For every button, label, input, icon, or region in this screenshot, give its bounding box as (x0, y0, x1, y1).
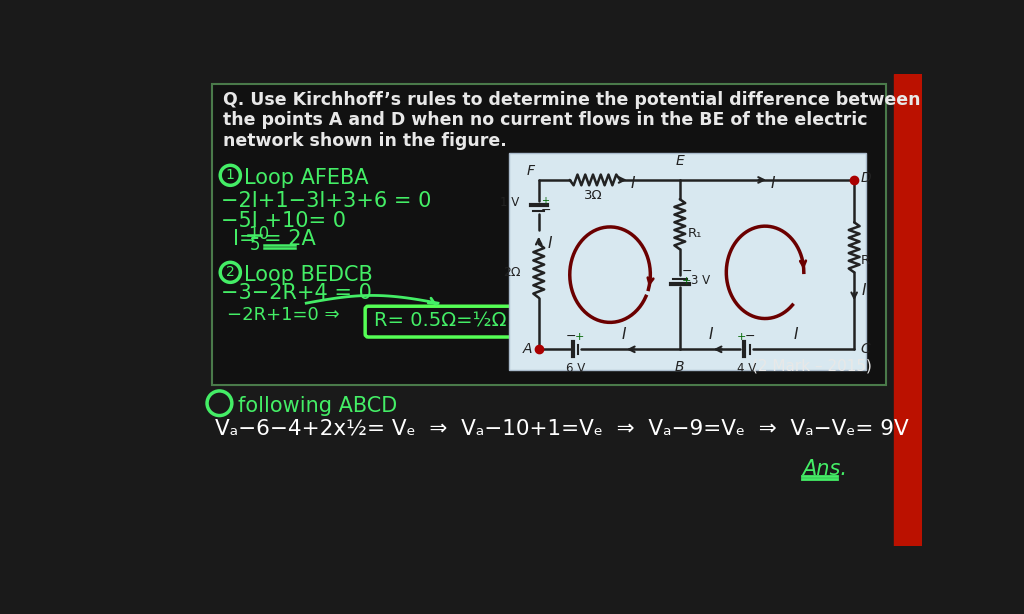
Text: R= 0.5Ω=½Ω: R= 0.5Ω=½Ω (375, 312, 507, 330)
Text: F: F (527, 163, 535, 177)
Text: 2Ω: 2Ω (503, 266, 520, 279)
Text: R: R (860, 254, 869, 267)
Text: +: + (737, 332, 746, 342)
Text: I: I (548, 236, 553, 251)
Text: A: A (523, 343, 532, 356)
Text: Loop BEDCB: Loop BEDCB (245, 265, 373, 285)
Text: D: D (860, 171, 871, 185)
Text: E: E (676, 154, 684, 168)
Text: C: C (860, 343, 870, 356)
FancyBboxPatch shape (212, 85, 886, 385)
Text: −3−2R+4 = 0: −3−2R+4 = 0 (221, 283, 372, 303)
Text: −2R+1=0 ⇒: −2R+1=0 ⇒ (227, 306, 340, 324)
Text: −5I +10= 0: −5I +10= 0 (221, 211, 346, 231)
Text: I: I (770, 176, 775, 192)
Text: 5: 5 (250, 236, 260, 254)
Text: I: I (709, 327, 713, 341)
Text: 10: 10 (248, 225, 269, 243)
FancyBboxPatch shape (509, 153, 866, 370)
Text: B: B (675, 360, 685, 374)
Text: −: − (541, 204, 552, 217)
Text: −: − (745, 330, 756, 343)
Text: +: + (681, 276, 691, 286)
Text: (2 Mark – 2015): (2 Mark – 2015) (752, 359, 872, 374)
Text: I: I (794, 327, 799, 341)
FancyBboxPatch shape (366, 306, 561, 337)
Text: following ABCD: following ABCD (238, 395, 397, 416)
Text: −: − (681, 265, 692, 278)
Text: = 2A: = 2A (263, 229, 315, 249)
Text: −: − (565, 330, 575, 343)
Text: Ans.: Ans. (802, 459, 847, 479)
Text: 6 V: 6 V (565, 362, 585, 375)
Text: R₁: R₁ (687, 227, 701, 240)
Text: 1 V: 1 V (500, 196, 519, 209)
Text: Q. Use Kirchhoff’s rules to determine the potential difference between
the point: Q. Use Kirchhoff’s rules to determine th… (222, 91, 920, 150)
Text: I: I (631, 176, 636, 192)
Text: 2: 2 (226, 265, 234, 279)
Text: 1: 1 (226, 168, 234, 182)
Text: −2I+1−3I+3+6 = 0: −2I+1−3I+3+6 = 0 (221, 191, 431, 211)
Text: I: I (862, 284, 866, 298)
Bar (894, 74, 922, 546)
Text: I=: I= (232, 229, 256, 249)
Text: Vₐ−6−4+2x½= Vₑ  ⇒  Vₐ−10+1=Vₑ  ⇒  Vₐ−9=Vₑ  ⇒  Vₐ−Vₑ= 9V: Vₐ−6−4+2x½= Vₑ ⇒ Vₐ−10+1=Vₑ ⇒ Vₐ−9=Vₑ ⇒ … (215, 419, 908, 438)
Text: I: I (622, 327, 627, 341)
Text: 3 V: 3 V (691, 274, 711, 287)
Text: +: + (541, 196, 549, 206)
Text: Loop AFEBA: Loop AFEBA (245, 168, 369, 188)
Text: +: + (574, 332, 584, 342)
Text: 4 V: 4 V (737, 362, 756, 375)
Text: 3Ω: 3Ω (584, 189, 602, 202)
